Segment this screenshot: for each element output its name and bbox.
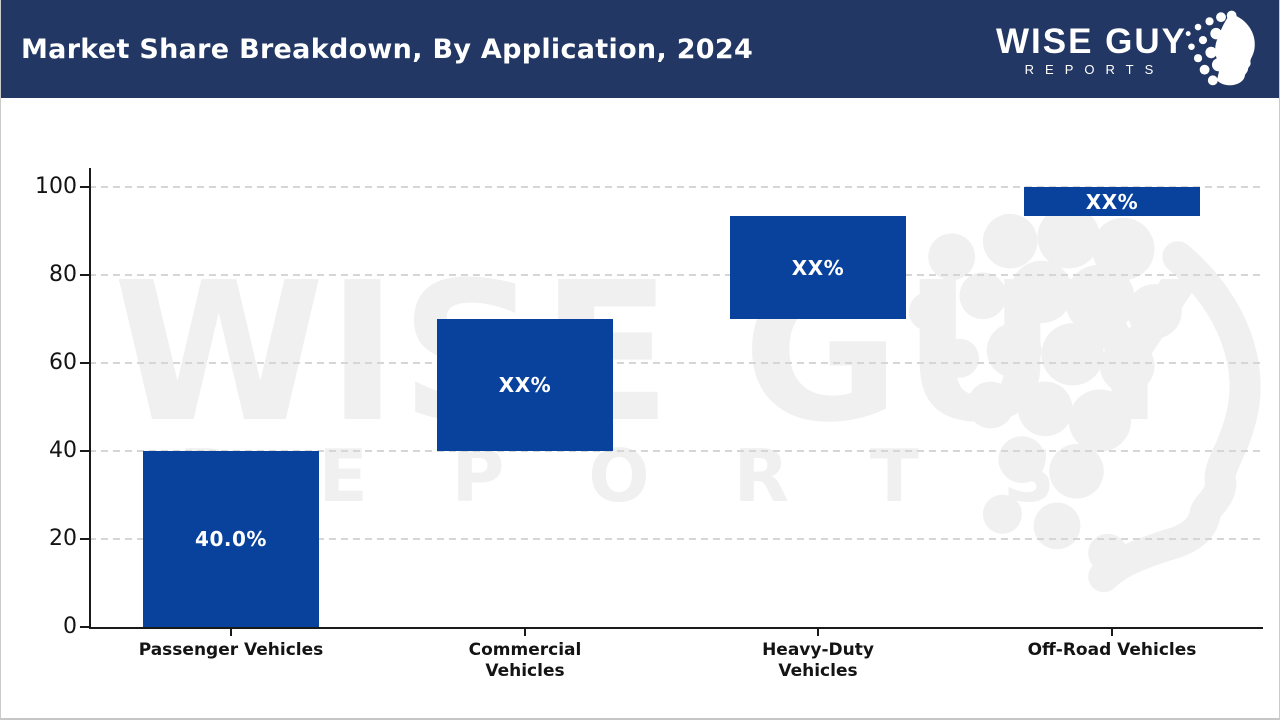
y-axis-line	[89, 168, 91, 629]
x-axis-label-line: Commercial	[468, 640, 582, 660]
header-band: Market Share Breakdown, By Application, …	[1, 0, 1279, 98]
bar-value-label: XX%	[791, 255, 845, 280]
y-axis-tickmark	[80, 274, 89, 276]
gridline	[89, 274, 1263, 276]
y-axis-tickmark	[80, 626, 89, 628]
gridline	[89, 450, 1263, 452]
logo-reports-label: REPORTS	[1024, 61, 1165, 77]
watermark-head-icon	[908, 210, 1261, 593]
x-axis-tickmark	[1111, 627, 1113, 636]
y-axis-tick-label: 60	[49, 350, 77, 375]
x-axis-label-heavy-duty-vehicles: Heavy-Duty Vehicles	[708, 640, 928, 682]
bar-value-label: XX%	[498, 373, 552, 397]
x-axis-label-commercial-vehicles: Commercial Vehicles	[415, 640, 635, 682]
logo-wiseguy-label: WISE GUY	[995, 21, 1187, 61]
x-axis-tickmark	[817, 627, 819, 636]
y-axis-tick-label: 40	[49, 438, 77, 463]
y-axis-tick-label: 20	[49, 526, 77, 551]
x-axis-label-line: Off-Road Vehicles	[1027, 640, 1197, 660]
logo-text: WISE GUY REPORTS	[995, 21, 1187, 77]
y-axis-tickmark	[80, 186, 89, 188]
gridline	[89, 538, 1263, 540]
bar-commercial-vehicles: XX%	[437, 319, 613, 451]
gridline	[89, 186, 1263, 188]
x-axis-tickmark	[230, 627, 232, 636]
y-axis-tickmark	[80, 538, 89, 540]
y-axis-tick-label: 80	[49, 262, 77, 287]
bar-value-label: XX%	[1085, 189, 1139, 214]
x-axis-label-line: Passenger Vehicles	[138, 640, 324, 660]
x-axis-label-line: Vehicles	[485, 661, 565, 681]
bar-heavy-duty-vehicles: XX%	[730, 216, 906, 319]
x-axis-label-off-road-vehicles: Off-Road Vehicles	[1002, 640, 1222, 661]
gridline	[89, 362, 1263, 364]
x-axis-line	[89, 627, 1263, 629]
x-axis-tickmark	[524, 627, 526, 636]
y-axis-tickmark	[80, 450, 89, 452]
bar-value-label: 40.0%	[195, 527, 267, 551]
x-axis-label-line: Vehicles	[778, 661, 858, 681]
y-axis-tick-label: 100	[35, 174, 77, 199]
logo-head-icon	[1185, 10, 1255, 86]
plot-area: 0 20 40 60 80 100 40.0% XX% XX% XX% Passenger Vehi…	[1, 98, 1279, 718]
x-axis-label-passenger-vehicles: Passenger Vehicles	[121, 640, 341, 661]
y-axis-tickmark	[80, 362, 89, 364]
page-title: Market Share Breakdown, By Application, …	[21, 33, 754, 65]
logo: WISE GUY REPORTS	[996, 8, 1269, 92]
bar-off-road-vehicles: XX%	[1024, 187, 1200, 217]
watermark-text-reports: REPORTS	[179, 434, 1139, 518]
x-axis-label-line: Heavy-Duty	[762, 640, 874, 660]
y-axis-tick-label: 0	[63, 614, 77, 639]
bar-passenger-vehicles: 40.0%	[143, 451, 319, 627]
